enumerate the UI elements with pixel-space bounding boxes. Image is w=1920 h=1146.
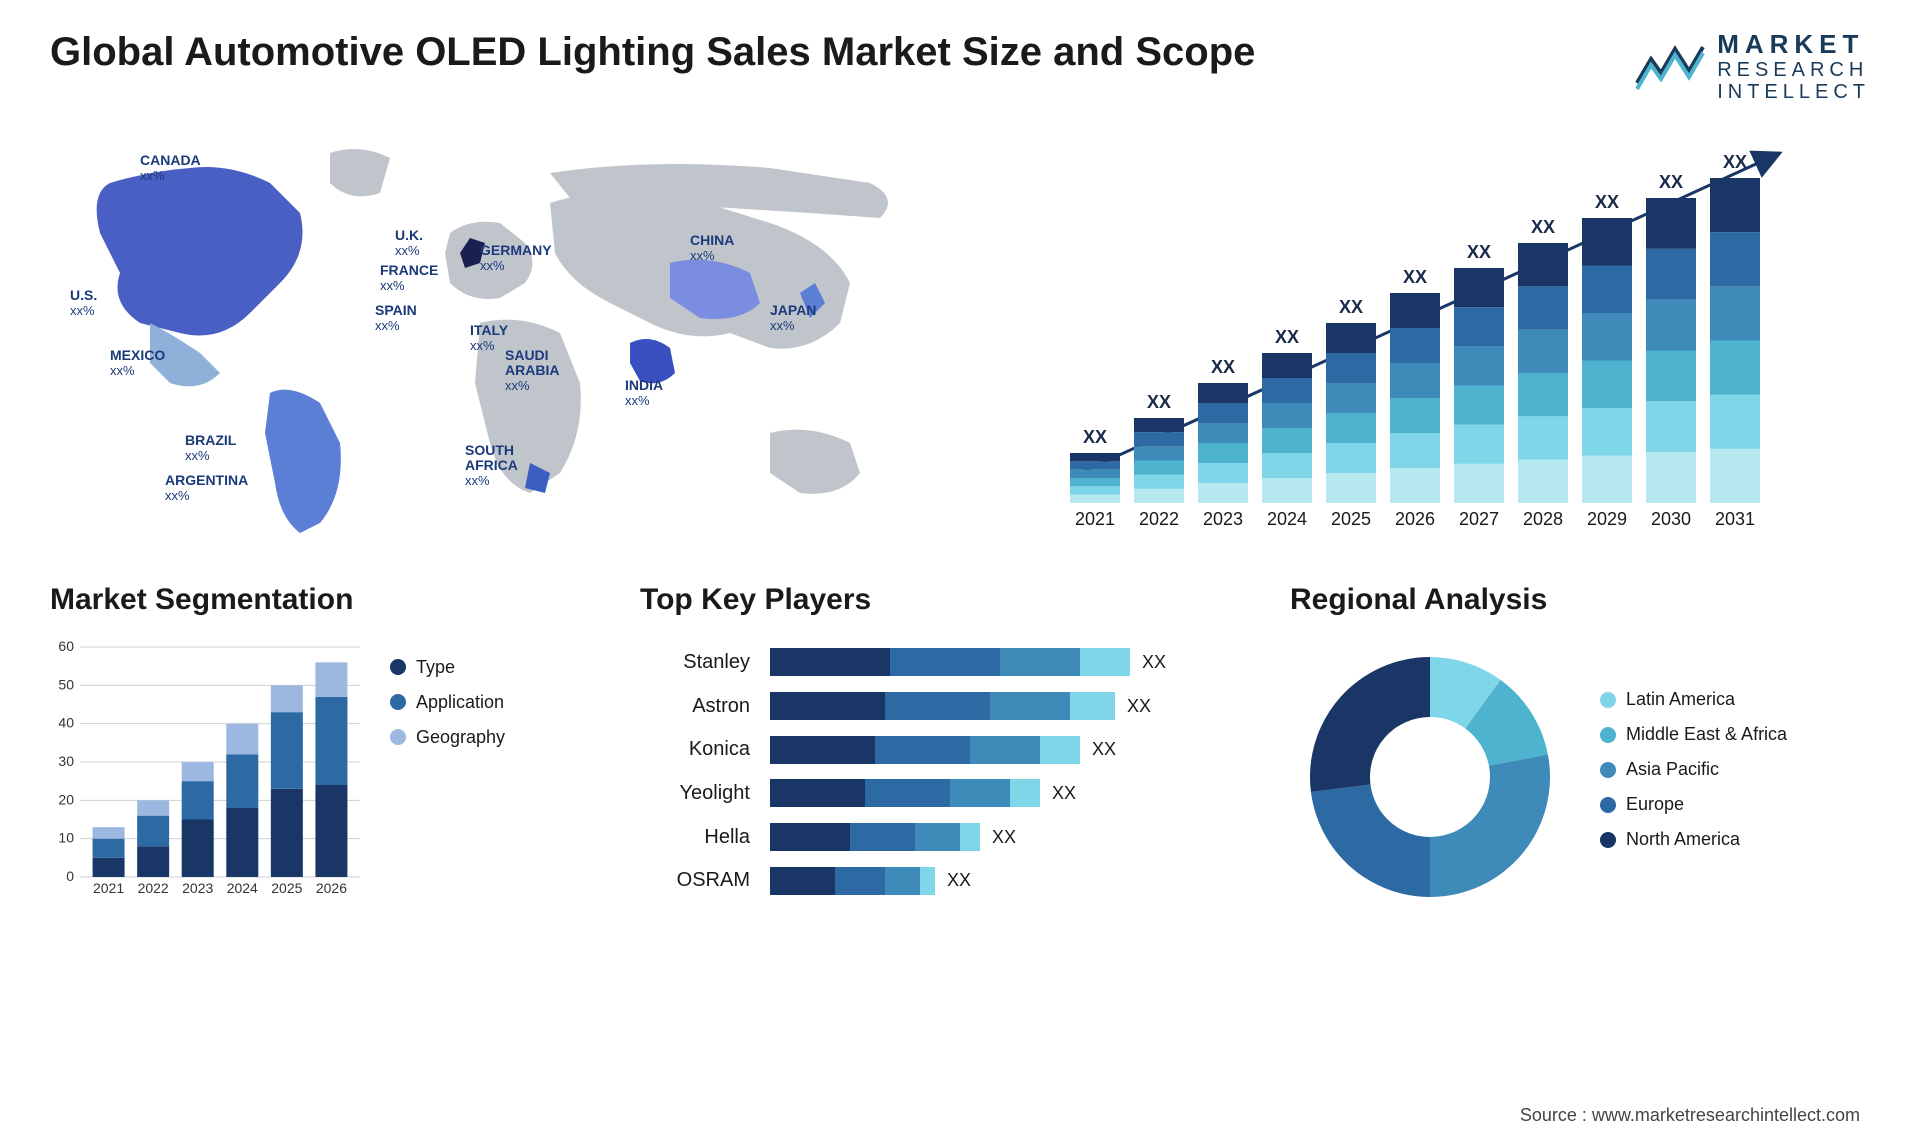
svg-text:2021: 2021 [93,880,124,896]
svg-text:2023: 2023 [182,880,213,896]
segmentation-legend: Type Application Geography [390,637,590,762]
map-label-france: FRANCExx% [380,263,438,294]
svg-text:2023: 2023 [1203,509,1243,529]
main-growth-chart: XX 2021 XX 2022 XX 2023 XX 2024 XX 2025 XX 2026 XX 20… [990,123,1870,543]
logo-text-3: INTELLECT [1717,81,1870,103]
map-label-italy: ITALYxx% [470,323,508,354]
svg-text:2031: 2031 [1715,509,1755,529]
svg-text:XX: XX [1083,427,1107,447]
player-label-osram: OSRAM [640,869,750,892]
regional-legend-middle-east---africa: Middle East & Africa [1600,724,1870,745]
svg-text:2022: 2022 [1139,509,1179,529]
segmentation-section: Market Segmentation 0 10 20 30 40 50 60 2021 202… [50,583,590,917]
svg-text:50: 50 [58,676,74,692]
map-label-us: U.S.xx% [70,288,97,319]
segmentation-chart: 0 10 20 30 40 50 60 2021 2022 2023 2024 2025 2026 [50,637,370,907]
svg-text:0: 0 [66,868,74,884]
svg-text:10: 10 [58,829,74,845]
seg-legend-application: Application [390,692,590,713]
svg-text:2028: 2028 [1523,509,1563,529]
svg-text:2025: 2025 [1331,509,1371,529]
player-row-osram: XX [770,864,1240,898]
player-label-hella: Hella [640,826,750,849]
logo-text-1: MARKET [1717,30,1870,59]
map-label-mexico: MEXICOxx% [110,348,165,379]
svg-text:2026: 2026 [1395,509,1435,529]
logo-icon [1635,41,1705,91]
seg-legend-type: Type [390,657,590,678]
player-label-yeolight: Yeolight [640,782,750,805]
source-text: Source : www.marketresearchintellect.com [1520,1105,1860,1126]
players-labels: Stanley Astron Konica Yeolight Hella OSRAM [640,637,750,907]
player-label-stanley: Stanley [640,651,750,674]
player-row-yeolight: XX [770,776,1240,810]
map-label-india: INDIAxx% [625,378,663,409]
svg-text:2024: 2024 [227,880,258,896]
svg-text:2027: 2027 [1459,509,1499,529]
map-label-germany: GERMANYxx% [480,243,552,274]
regional-title: Regional Analysis [1290,583,1870,617]
regional-legend-europe: Europe [1600,794,1870,815]
world-map: CANADAxx% U.S.xx% MEXICOxx% BRAZILxx% ARGENT… [50,123,950,543]
svg-text:XX: XX [1211,357,1235,377]
map-label-argentina: ARGENTINAxx% [165,473,248,504]
map-label-china: CHINAxx% [690,233,734,264]
svg-text:2030: 2030 [1651,509,1691,529]
svg-text:XX: XX [1659,172,1683,192]
brand-logo: MARKET RESEARCH INTELLECT [1635,30,1870,103]
player-label-astron: Astron [640,695,750,718]
regional-donut [1290,637,1570,917]
svg-text:20: 20 [58,791,74,807]
svg-text:XX: XX [1723,152,1747,172]
regional-legend-asia-pacific: Asia Pacific [1600,759,1870,780]
player-row-stanley: XX [770,645,1240,679]
svg-text:40: 40 [58,714,74,730]
svg-text:XX: XX [1403,267,1427,287]
players-bars: XX XX XX XX XX XX [770,637,1240,907]
regional-legend-latin-america: Latin America [1600,689,1870,710]
regional-section: Regional Analysis Latin America Middle Ea… [1290,583,1870,917]
segmentation-title: Market Segmentation [50,583,590,617]
logo-text-2: RESEARCH [1717,59,1870,81]
map-label-southafrica: SOUTHAFRICAxx% [465,443,518,489]
svg-text:60: 60 [58,638,74,654]
seg-legend-geography: Geography [390,727,590,748]
svg-text:2026: 2026 [316,880,347,896]
player-row-astron: XX [770,689,1240,723]
svg-text:30: 30 [58,753,74,769]
svg-text:XX: XX [1595,192,1619,212]
map-label-saudiarabia: SAUDIARABIAxx% [505,348,559,394]
map-label-brazil: BRAZILxx% [185,433,236,464]
map-label-canada: CANADAxx% [140,153,201,184]
player-label-konica: Konica [640,738,750,761]
regional-legend: Latin America Middle East & Africa Asia Pa… [1600,689,1870,864]
player-row-hella: XX [770,820,1240,854]
svg-text:2024: 2024 [1267,509,1307,529]
svg-text:2022: 2022 [138,880,169,896]
svg-text:2025: 2025 [271,880,302,896]
svg-text:XX: XX [1147,392,1171,412]
svg-text:2029: 2029 [1587,509,1627,529]
svg-text:XX: XX [1531,217,1555,237]
map-label-uk: U.K.xx% [395,228,423,259]
players-section: Top Key Players Stanley Astron Konica Yeoli… [640,583,1240,917]
players-title: Top Key Players [640,583,1240,617]
svg-text:XX: XX [1339,297,1363,317]
svg-text:XX: XX [1467,242,1491,262]
player-row-konica: XX [770,733,1240,767]
map-label-japan: JAPANxx% [770,303,816,334]
svg-text:2021: 2021 [1075,509,1115,529]
svg-text:XX: XX [1275,327,1299,347]
regional-legend-north-america: North America [1600,829,1870,850]
page-title: Global Automotive OLED Lighting Sales Ma… [50,30,1255,75]
map-label-spain: SPAINxx% [375,303,417,334]
